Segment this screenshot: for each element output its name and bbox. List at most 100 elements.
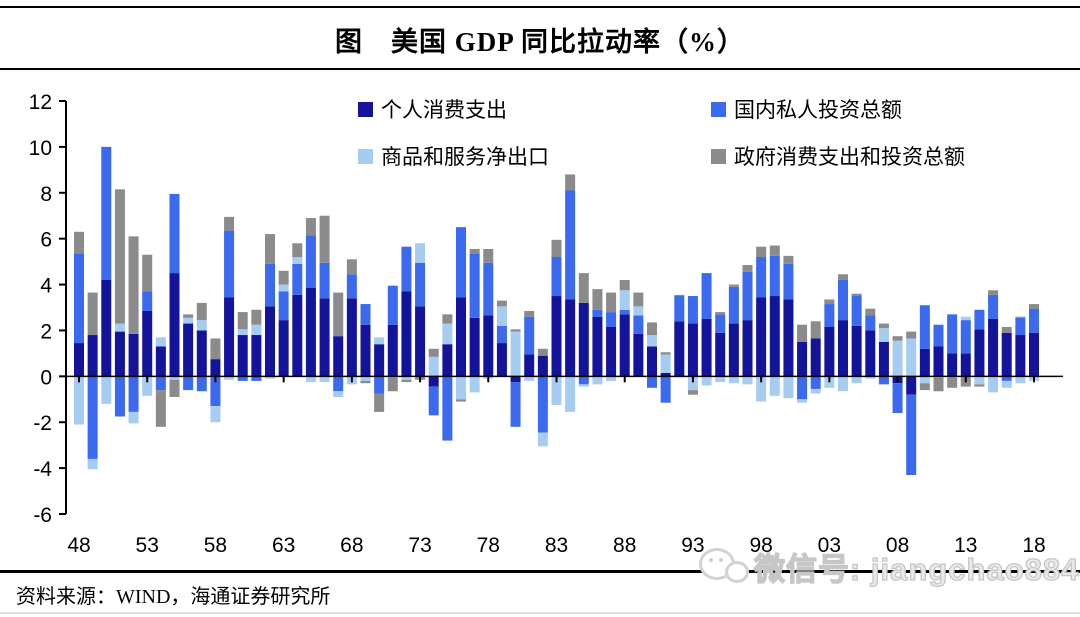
bar-segment	[101, 146, 112, 280]
bar-segment	[265, 234, 275, 264]
bar-segment	[756, 257, 767, 298]
bar-segment	[742, 265, 753, 272]
bar-segment	[660, 376, 671, 403]
bar-segment	[483, 315, 494, 377]
bar-segment	[169, 193, 180, 274]
bar-segment	[797, 399, 808, 403]
bar-segment	[1015, 316, 1026, 318]
bar-segment	[810, 388, 821, 394]
bar-segment	[865, 330, 876, 377]
bar-segment	[142, 376, 153, 396]
bar-segment	[237, 376, 248, 381]
bar-segment	[278, 284, 289, 292]
bar-segment	[687, 296, 698, 324]
bar-segment	[756, 297, 767, 377]
bar-segment	[919, 348, 930, 377]
bar-segment	[838, 320, 848, 377]
bar-segment	[1029, 304, 1039, 309]
bar-segment	[1015, 317, 1026, 336]
bar-segment	[606, 327, 617, 377]
bar-segment	[224, 297, 235, 377]
net-exports-swatch-icon	[358, 148, 373, 164]
bar-segment	[442, 376, 453, 441]
bar-segment	[797, 324, 808, 342]
bar-segment	[442, 323, 453, 345]
bar-segment	[551, 239, 562, 258]
bar-segment	[742, 376, 753, 385]
bar-segment	[865, 376, 876, 379]
bar-segment	[469, 248, 480, 254]
bar-segment	[565, 174, 576, 191]
bar-segment	[660, 372, 671, 377]
bar-segment	[728, 323, 739, 377]
bar-segment	[524, 354, 535, 377]
bar-segment	[878, 376, 889, 385]
bar-segment	[128, 236, 139, 334]
bar-segment	[783, 263, 794, 300]
bar-segment	[606, 292, 617, 313]
bar-segment	[633, 315, 644, 334]
bar-segment	[728, 286, 739, 324]
legend-item-government: 政府消费支出和投资总额	[711, 141, 965, 171]
bar-segment	[988, 290, 999, 295]
bar-segment	[551, 376, 562, 406]
bar-segment	[251, 335, 262, 377]
bar-segment	[469, 253, 480, 318]
bar-segment	[87, 458, 98, 470]
bar-segment	[647, 346, 657, 377]
bar-segment	[87, 292, 98, 336]
bar-segment	[442, 314, 453, 324]
bar-segment	[305, 288, 316, 377]
bar-segment	[415, 262, 426, 307]
bar-segment	[183, 323, 194, 377]
title-separator-line	[0, 68, 1080, 70]
x-tick-label: 08	[886, 534, 909, 557]
bar-segment	[565, 190, 576, 300]
legend-item-pce: 个人消费支出	[358, 94, 507, 124]
bar-segment	[919, 376, 930, 384]
bar-segment	[278, 270, 289, 285]
bar-segment	[360, 380, 371, 384]
bar-segment	[428, 376, 439, 387]
plot-canvas: 12 10 8 6 4 2 0 -2 -4 -6 48 53 58 63 68 73 78 83 88 93 98 03 0…	[29, 91, 1063, 557]
legend-label-pce: 个人消费支出	[381, 98, 507, 122]
chart-title: 图 美国 GDP 同比拉动率（%）	[334, 27, 745, 57]
bar-segment	[810, 321, 821, 339]
bar-segment	[360, 324, 371, 377]
bar-segment	[865, 315, 876, 331]
bar-segment	[878, 328, 889, 342]
bar-segment	[401, 379, 412, 383]
bar-segment	[592, 309, 603, 317]
bar-segment	[210, 359, 221, 377]
page-bottom-line	[0, 612, 1080, 614]
bar-segment	[783, 376, 794, 399]
bar-segment	[565, 376, 576, 412]
bar-segment	[442, 344, 453, 377]
bar-segment	[305, 235, 316, 288]
bar-segment	[865, 308, 876, 316]
bar-segment	[333, 376, 344, 392]
x-tick-label: 03	[818, 534, 841, 557]
bar-segment	[878, 323, 889, 329]
bar-segment	[510, 376, 521, 383]
bar-segment	[374, 337, 385, 345]
bar-segment	[988, 376, 999, 393]
bar-segment	[265, 306, 275, 377]
bar-segment	[769, 255, 780, 297]
bar-segment	[960, 353, 971, 377]
bar-segment	[906, 338, 917, 377]
bar-segment	[456, 399, 466, 402]
bar-segment	[551, 257, 562, 297]
x-tick-label: 88	[613, 534, 636, 557]
bar-segment	[319, 298, 330, 377]
x-tick-label: 83	[545, 534, 568, 557]
bar-segment	[647, 376, 657, 388]
bar-segment	[687, 376, 698, 391]
bar-segment	[196, 320, 207, 331]
bar-segment	[578, 384, 589, 387]
bar-segment	[701, 318, 712, 377]
x-tick-label: 78	[477, 534, 500, 557]
bar-segment	[960, 316, 971, 321]
bar-segment	[346, 298, 357, 377]
investment-swatch-icon	[711, 101, 726, 117]
